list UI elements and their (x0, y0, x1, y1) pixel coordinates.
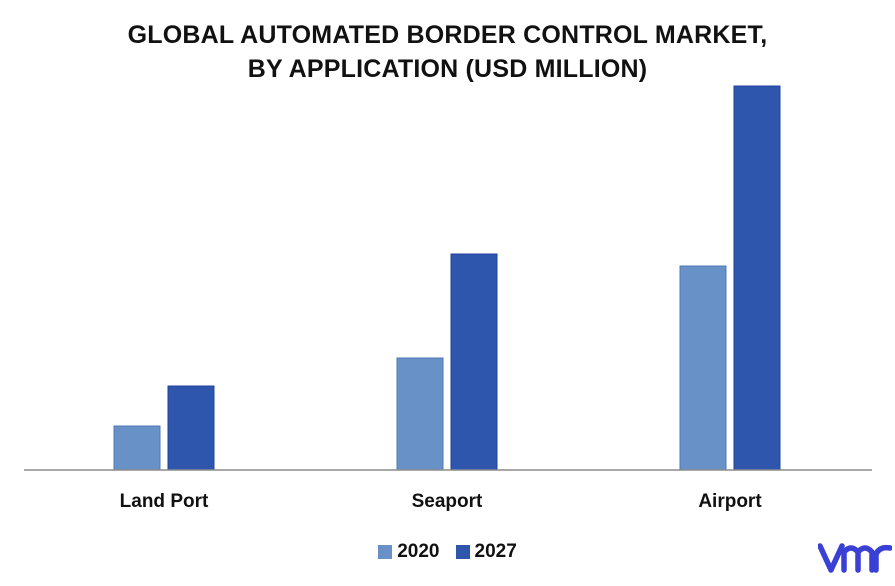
legend-label-2027: 2027 (474, 541, 517, 562)
legend-swatch-2027 (455, 545, 470, 559)
bar-seaport-2020 (396, 357, 444, 471)
chart-title: GLOBAL AUTOMATED BORDER CONTROL MARKET, … (0, 18, 895, 86)
legend-label-2020: 2020 (397, 541, 440, 562)
bar-airport-2027 (733, 85, 781, 471)
category-label-airport: Airport (698, 491, 762, 512)
legend-swatch-2020 (378, 545, 393, 559)
bar-land-port-2020 (113, 425, 161, 471)
category-label-land-port: Land Port (120, 491, 209, 512)
chart-title-line-2: BY APPLICATION (USD MILLION) (247, 55, 648, 83)
vmr-logo-icon (818, 543, 892, 573)
legend-item-2020: 2020 (378, 541, 440, 563)
bar-airport-2020 (679, 265, 727, 471)
legend: 2020 2027 (0, 541, 895, 563)
category-labels: Land Port Seaport Airport (120, 491, 763, 512)
category-label-seaport: Seaport (412, 491, 483, 512)
bar-seaport-2027 (450, 253, 498, 471)
bar-land-port-2027 (167, 385, 215, 471)
bars-layer (113, 85, 781, 471)
legend-item-2027: 2027 (455, 541, 517, 563)
chart-title-line-1: GLOBAL AUTOMATED BORDER CONTROL MARKET, (127, 21, 768, 49)
